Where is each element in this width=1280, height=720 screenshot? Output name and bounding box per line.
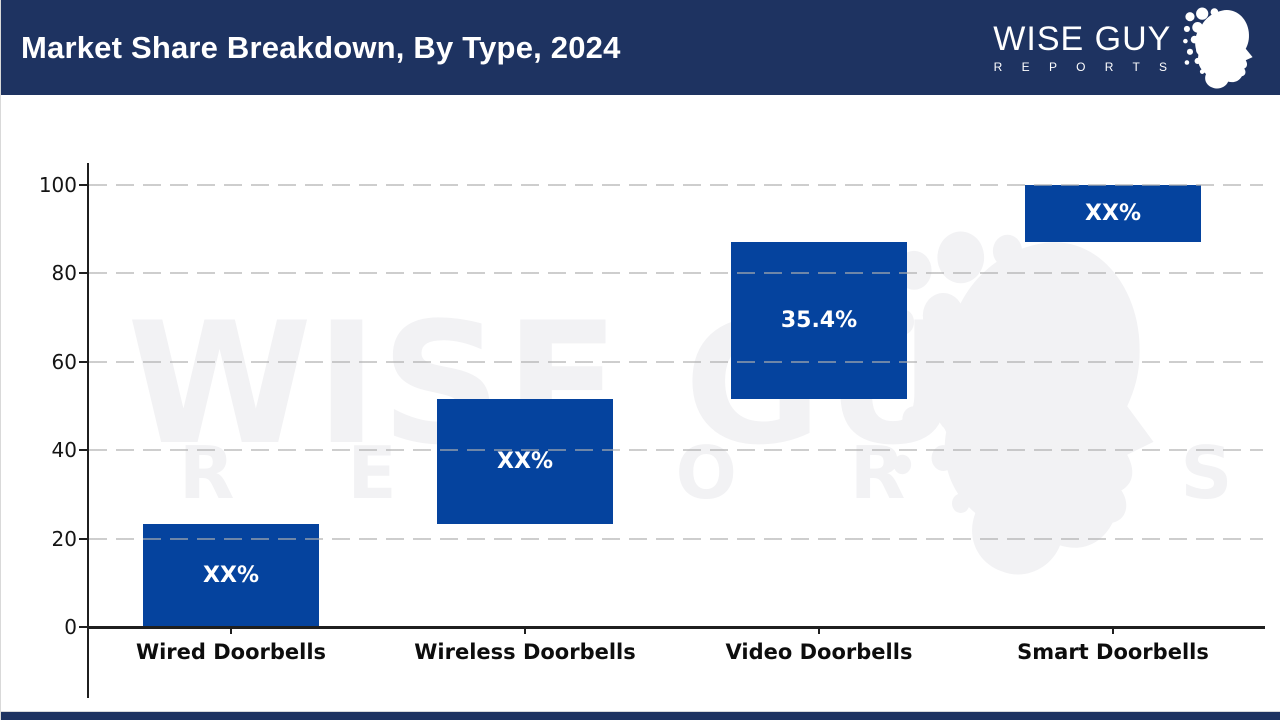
bar-wireless-doorbells: XX% — [437, 398, 613, 524]
page-title: Market Share Breakdown, By Type, 2024 — [21, 29, 621, 65]
y-tick-label-60: 60 — [51, 349, 77, 374]
bar-value-label: XX% — [497, 448, 553, 474]
y-tick-label-20: 20 — [51, 526, 77, 551]
bar-value-label: XX% — [203, 562, 259, 588]
x-axis-line — [87, 626, 1265, 629]
header-bar: Market Share Breakdown, By Type, 2024 WI… — [1, 0, 1280, 95]
x-category-label: Wireless Doorbells — [414, 640, 636, 664]
y-tick-0 — [79, 626, 87, 628]
gridline-100 — [89, 184, 1263, 186]
brand-logo: WISE GUY R E P O R T S — [990, 6, 1261, 90]
dotted-head-profile-icon — [1183, 7, 1253, 88]
watermark-text-reports: R E P O R T S — [179, 431, 1277, 515]
y-tick-80 — [79, 272, 87, 275]
gridline-20 — [89, 537, 1263, 540]
gridline-80 — [89, 272, 1263, 275]
x-category-label: Smart Doorbells — [1017, 640, 1209, 664]
bar-wired-doorbells: XX% — [143, 523, 319, 627]
bar-value-label: 35.4% — [780, 308, 858, 334]
brand-subtitle: R E P O R T S — [993, 60, 1175, 74]
chart-area: WISE GUY R E P O R T S 0 20 40 60 80 100 XX% Wi… — [1, 95, 1280, 712]
x-tick-3 — [818, 628, 820, 634]
y-tick-100 — [79, 184, 87, 186]
x-tick-4 — [1112, 628, 1114, 634]
footer-divider — [1, 711, 1280, 712]
x-category-label: Video Doorbells — [725, 640, 913, 664]
y-tick-60 — [79, 360, 87, 363]
watermark-dotted-head-profile-icon — [887, 231, 1154, 575]
x-tick-1 — [230, 628, 232, 634]
bar-value-label: XX% — [1085, 201, 1141, 227]
brand-logo-text: WISE GUY R E P O R T S — [990, 22, 1175, 73]
y-tick-label-0: 0 — [64, 615, 77, 639]
y-tick-20 — [79, 537, 87, 540]
bar-smart-doorbells: XX% — [1025, 185, 1201, 243]
y-tick-label-80: 80 — [51, 261, 77, 286]
brand-name: WISE GUY — [993, 20, 1172, 58]
y-axis-line — [87, 163, 89, 698]
y-tick-label-40: 40 — [51, 438, 77, 463]
gridline-60 — [89, 360, 1263, 363]
gridline-40 — [89, 449, 1263, 452]
x-category-label: Wired Doorbells — [135, 640, 327, 664]
y-tick-40 — [79, 449, 87, 452]
y-tick-label-100: 100 — [38, 173, 77, 197]
bar-video-doorbells: 35.4% — [731, 242, 907, 399]
footer-bar — [1, 712, 1280, 720]
x-tick-2 — [524, 628, 526, 634]
